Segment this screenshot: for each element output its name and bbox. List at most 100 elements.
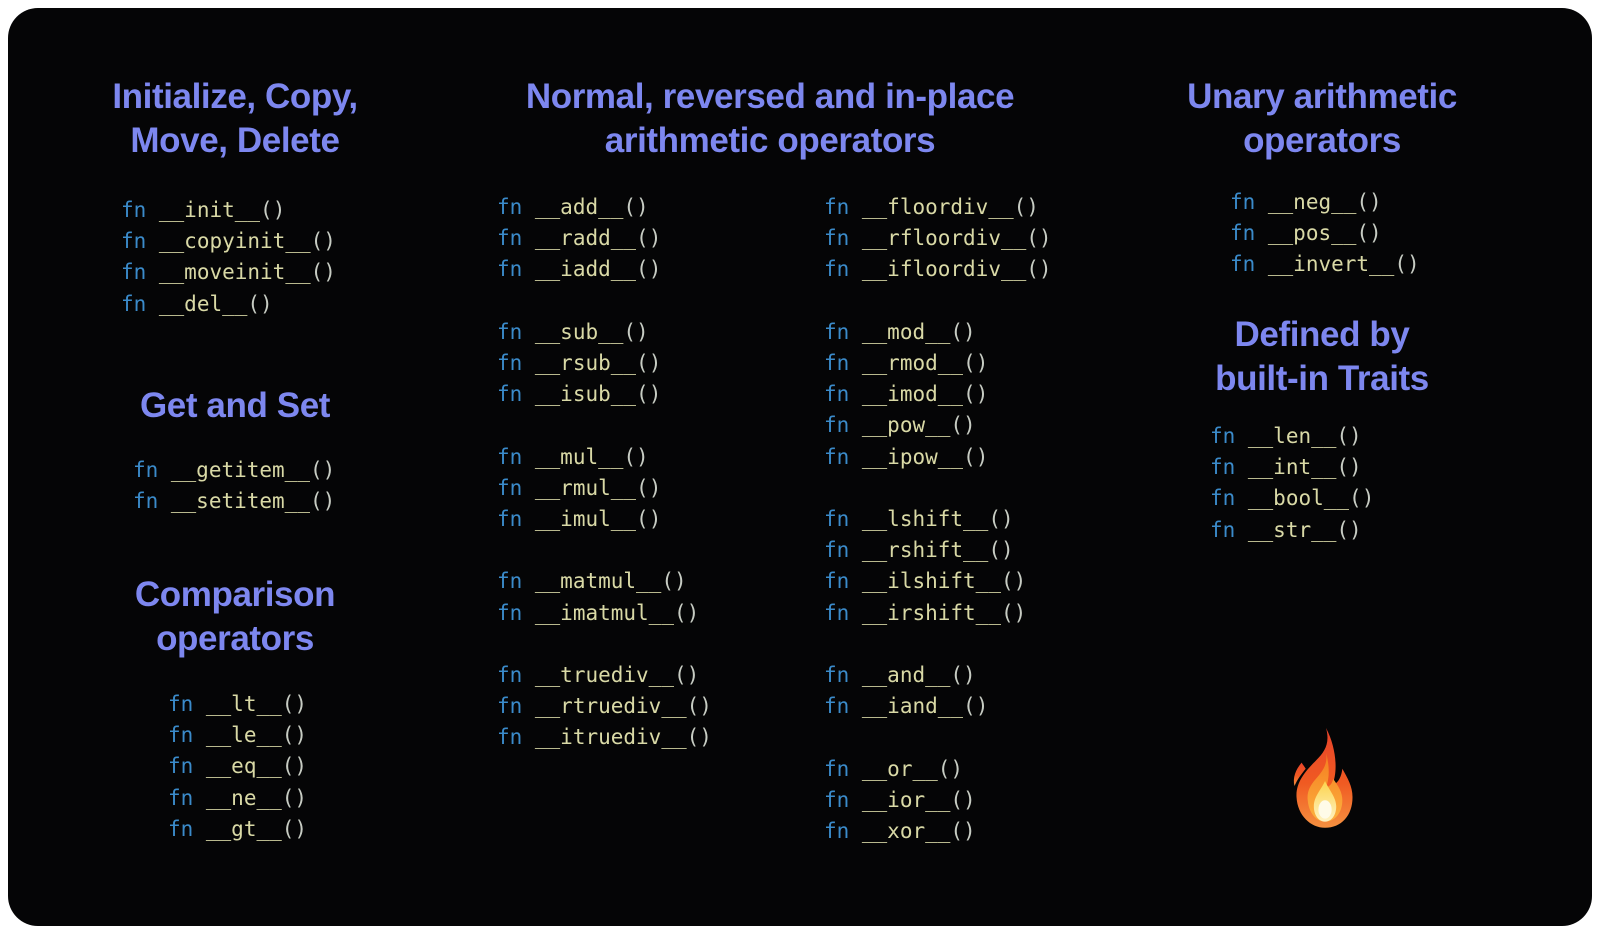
parens: () xyxy=(260,198,286,222)
code-line: fn __irshift__() xyxy=(824,598,1052,629)
method-name: __imul__ xyxy=(534,507,637,531)
unary-section-title: Unary arithmetic operators xyxy=(1187,77,1457,160)
method-name: __sub__ xyxy=(534,319,624,344)
fn-keyword: fn xyxy=(497,694,523,719)
fn-keyword: fn xyxy=(824,569,850,594)
method-name: __radd__ xyxy=(534,226,637,251)
fn-keyword: fn xyxy=(824,819,850,843)
parens: () xyxy=(686,725,712,750)
fn-keyword: fn xyxy=(824,226,850,251)
method-name: __ior__ xyxy=(861,787,951,812)
fn-keyword: fn xyxy=(824,351,850,375)
method-name: __ilshift__ xyxy=(861,569,1001,594)
arithmetic-group-mod-pow: fn __mod__() fn __rmod__() fn __imod__() fn __p… xyxy=(824,317,1052,473)
code-line: fn __rsub__() xyxy=(497,348,712,379)
fn-keyword: fn xyxy=(824,694,850,719)
fn-keyword: fn xyxy=(1210,424,1236,448)
parens: () xyxy=(950,413,976,438)
fn-keyword: fn xyxy=(121,260,147,285)
fn-keyword: fn xyxy=(497,600,523,625)
method-name: __moveinit__ xyxy=(158,260,311,285)
parens: () xyxy=(950,787,976,812)
method-name: __irshift__ xyxy=(861,600,1001,625)
code-line: fn __or__() xyxy=(824,754,1052,785)
parens: () xyxy=(963,444,989,469)
method-name: __neg__ xyxy=(1267,190,1357,214)
parens: () xyxy=(623,195,649,219)
method-name: __mul__ xyxy=(534,444,624,469)
method-name: __pow__ xyxy=(861,413,951,438)
code-line: fn __pow__() xyxy=(824,410,1052,441)
method-name: __lshift__ xyxy=(861,507,989,531)
fn-keyword: fn xyxy=(168,692,194,716)
unary-method-list: fn __neg__() fn __pos__() fn __invert__() xyxy=(1230,187,1420,281)
parens: () xyxy=(309,458,336,482)
method-name: __str__ xyxy=(1247,517,1337,542)
getset-method-list: fn __getitem__() fn __setitem__() xyxy=(133,455,335,517)
arithmetic-group-shift: fn __lshift__() fn __rshift__() fn __ilshift_… xyxy=(824,504,1052,629)
fn-keyword: fn xyxy=(824,538,850,563)
method-name: __truediv__ xyxy=(534,662,674,687)
code-line: fn __init__() xyxy=(121,195,336,226)
method-name: __ifloordiv__ xyxy=(861,257,1027,282)
code-line: fn __iand__() xyxy=(824,691,1052,722)
fn-keyword: fn xyxy=(497,257,523,282)
fn-keyword: fn xyxy=(497,662,523,687)
code-line: fn __moveinit__() xyxy=(121,257,336,288)
fn-keyword: fn xyxy=(497,507,523,531)
parens: () xyxy=(963,382,989,407)
arithmetic-method-list-left: fn __add__() fn __radd__() fn __iadd__() fn __… xyxy=(497,192,712,754)
code-line: fn __copyinit__() xyxy=(121,226,336,257)
fn-keyword: fn xyxy=(133,458,159,482)
method-name: __matmul__ xyxy=(534,569,662,594)
parens: () xyxy=(636,257,662,282)
method-name: __int__ xyxy=(1247,455,1337,480)
fn-keyword: fn xyxy=(497,475,523,500)
parens: () xyxy=(1356,221,1382,246)
code-line: fn __mod__() xyxy=(824,317,1052,348)
parens: () xyxy=(281,754,308,779)
fn-keyword: fn xyxy=(1230,190,1256,214)
method-name: __del__ xyxy=(158,291,248,316)
fn-keyword: fn xyxy=(497,569,523,594)
code-line: fn __matmul__() xyxy=(497,566,712,597)
method-name: __iand__ xyxy=(861,694,964,719)
method-name: __iadd__ xyxy=(534,257,637,282)
traits-method-list: fn __len__() fn __int__() fn __bool__() fn __st… xyxy=(1210,421,1374,546)
fn-keyword: fn xyxy=(824,756,850,781)
code-line: fn __imatmul__() xyxy=(497,598,712,629)
parens: () xyxy=(636,475,662,500)
parens: () xyxy=(963,694,989,719)
method-name: __setitem__ xyxy=(170,489,310,514)
code-line: fn __ipow__() xyxy=(824,442,1052,473)
fire-emoji-icon xyxy=(1280,726,1366,840)
code-line: fn __len__() xyxy=(1210,421,1374,452)
code-line: fn __eq__() xyxy=(168,751,307,782)
arithmetic-section-title: Normal, reversed and in-place arithmetic… xyxy=(525,77,1015,160)
fn-keyword: fn xyxy=(497,725,523,750)
method-name: __copyinit__ xyxy=(158,229,311,254)
parens: () xyxy=(310,229,336,254)
init-section-title: Initialize, Copy, Move, Delete xyxy=(112,77,358,160)
fn-keyword: fn xyxy=(497,319,523,344)
parens: () xyxy=(1013,195,1039,219)
fn-keyword: fn xyxy=(497,226,523,251)
method-name: __invert__ xyxy=(1267,252,1395,277)
fn-keyword: fn xyxy=(497,351,523,375)
parens: () xyxy=(963,351,989,375)
fn-keyword: fn xyxy=(824,413,850,438)
arithmetic-group-truediv: fn __truediv__() fn __rtruediv__() fn __itrue… xyxy=(497,660,712,754)
code-line: fn __truediv__() xyxy=(497,660,712,691)
arithmetic-group-and: fn __and__() fn __iand__() xyxy=(824,660,1052,722)
parens: () xyxy=(950,819,976,843)
parens: () xyxy=(623,319,649,344)
fn-keyword: fn xyxy=(121,291,147,316)
parens: () xyxy=(281,723,308,748)
code-line: fn __sub__() xyxy=(497,317,712,348)
code-line: fn __ior__() xyxy=(824,785,1052,816)
fn-keyword: fn xyxy=(824,787,850,812)
method-name: __imod__ xyxy=(861,382,964,407)
method-name: __len__ xyxy=(1247,424,1337,448)
method-name: __itruediv__ xyxy=(534,725,687,750)
fn-keyword: fn xyxy=(497,382,523,407)
